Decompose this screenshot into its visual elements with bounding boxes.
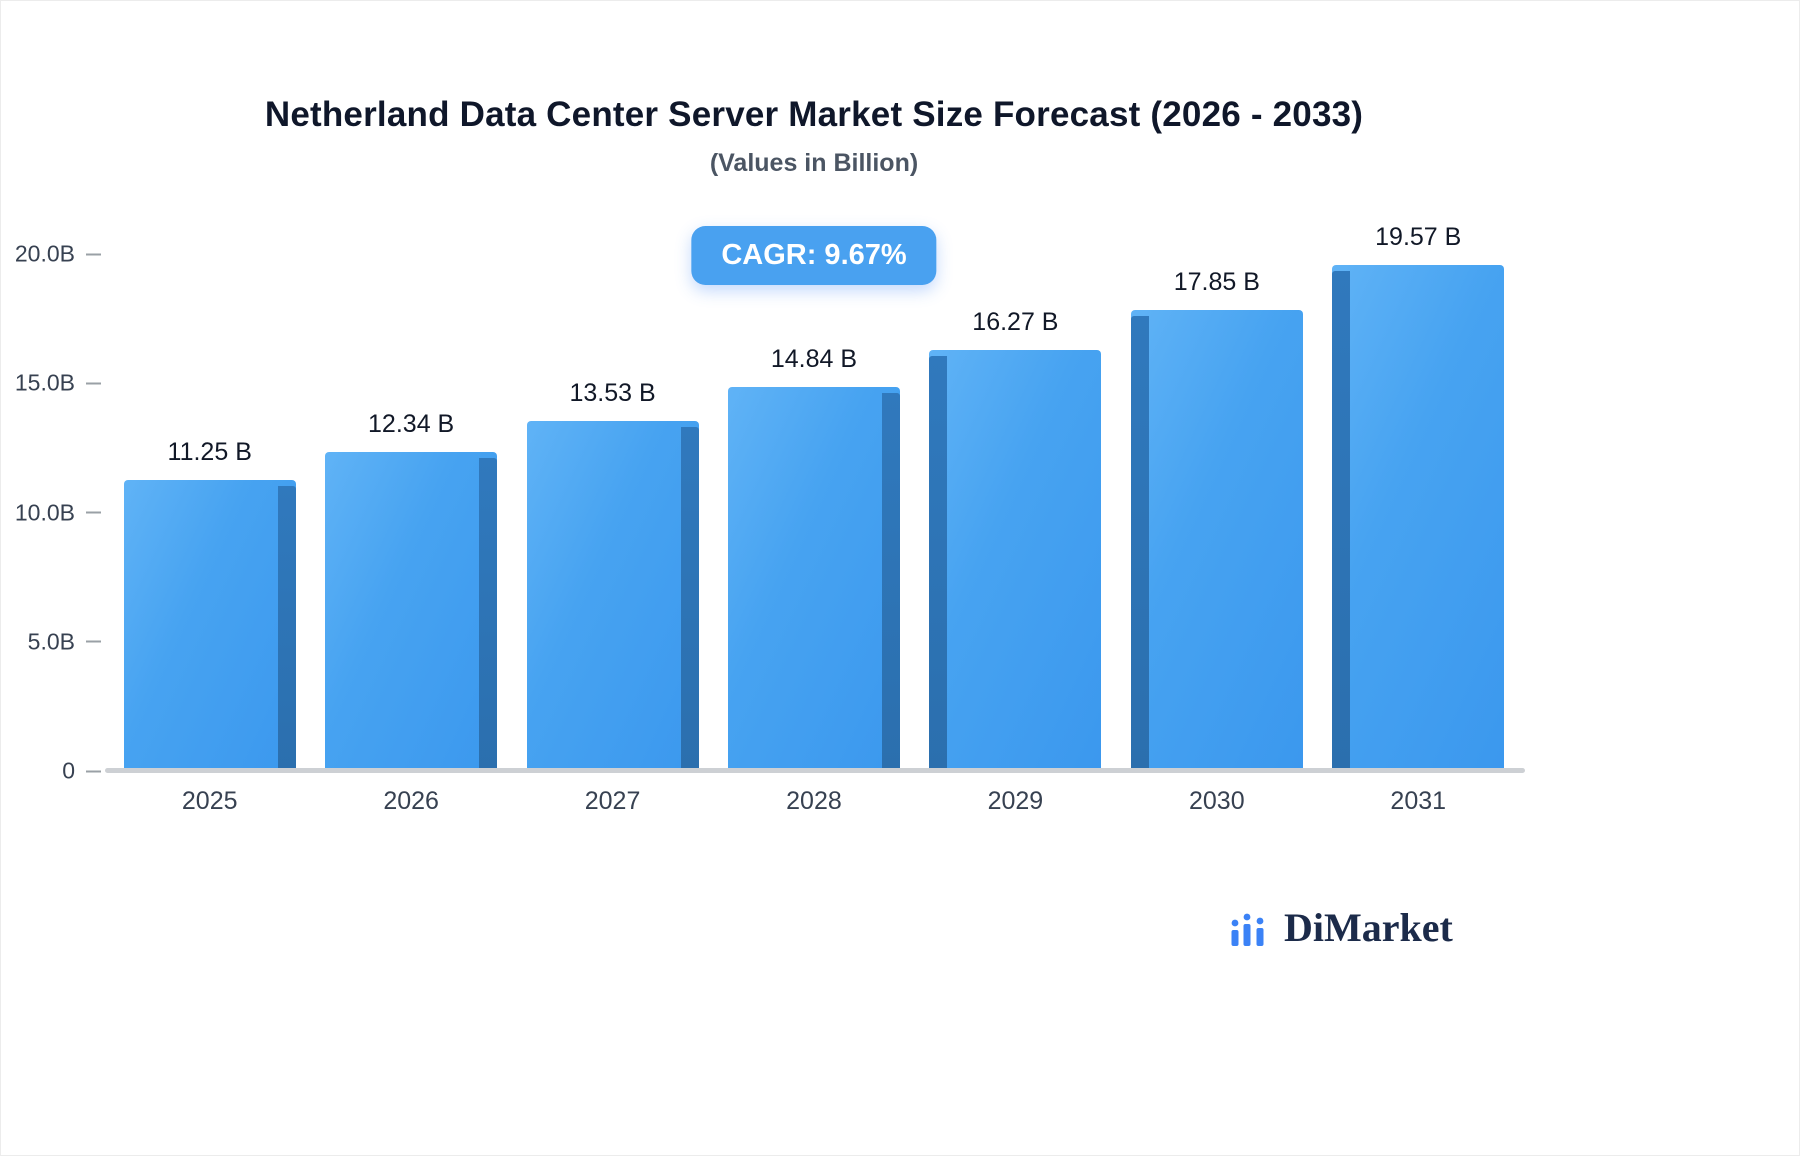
bar-side-shade <box>479 458 498 771</box>
cagr-badge: CAGR: 9.67% <box>691 226 937 285</box>
y-tick-0: 0 <box>62 758 101 785</box>
y-tick-label: 20.0B <box>14 240 75 267</box>
bar-value-label: 14.84 B <box>770 345 858 374</box>
dimarket-logo: DiMarket <box>1227 904 1453 951</box>
y-tick-mark <box>86 640 101 643</box>
x-tick-label-2031: 2031 <box>1390 787 1447 815</box>
chart-subtitle: (Values in Billion) <box>709 149 919 177</box>
bar-value-label: 11.25 B <box>167 438 252 467</box>
bar-value-label: 19.57 B <box>1375 223 1462 252</box>
y-tick-mark <box>86 382 101 385</box>
bar-value-label: 17.85 B <box>1173 267 1260 296</box>
bar-2029: 16.27 B <box>929 308 1102 771</box>
bar-chart-icon <box>1227 906 1271 950</box>
bar-value-label: 12.34 B <box>368 410 455 439</box>
bar-side-shade <box>929 356 948 771</box>
x-tick-label-2025: 2025 <box>181 787 238 815</box>
y-tick-15.0B: 15.0B <box>15 370 101 397</box>
bar-2028: 14.84 B <box>727 345 900 771</box>
x-tick-label-2027: 2027 <box>584 787 641 815</box>
bar-face <box>123 480 296 771</box>
bar-side-shade <box>1130 315 1149 771</box>
y-tick-5.0B: 5.0B <box>28 628 101 655</box>
bar-side-shade <box>680 427 699 771</box>
bar-2030: 17.85 B <box>1130 268 1303 771</box>
y-tick-20.0B: 20.0B <box>15 241 101 268</box>
bar-slot: 16.27 B <box>915 254 1116 771</box>
bar-face <box>929 350 1102 771</box>
y-tick-label: 0 <box>62 757 75 784</box>
bar-face <box>526 421 699 771</box>
bar-slot: 13.53 B <box>512 254 713 771</box>
bar-face <box>1130 309 1303 771</box>
bar-side-shade <box>881 393 900 771</box>
bar-2026: 12.34 B <box>325 410 498 771</box>
chart-title: Netherland Data Center Server Market Siz… <box>264 95 1364 134</box>
bar-face <box>325 452 498 771</box>
y-tick-mark <box>86 770 101 772</box>
bar-2027: 13.53 B <box>526 379 699 771</box>
plot-area: CAGR: 9.67% 11.25 B 12.34 B 13.53 B 14.84 B… <box>109 223 1519 771</box>
x-axis-line <box>105 768 1525 773</box>
bar-value-label: 13.53 B <box>569 379 656 408</box>
y-tick-label: 5.0B <box>27 628 75 655</box>
bar-slot: 17.85 B <box>1116 254 1317 771</box>
x-tick-label-2028: 2028 <box>786 787 842 815</box>
logo-text: DiMarket <box>1284 905 1453 950</box>
bar-slot: 14.84 B <box>713 254 914 771</box>
bar-2031: 19.57 B <box>1332 223 1505 771</box>
y-tick-label: 15.0B <box>14 369 75 396</box>
y-tick-mark <box>86 253 101 255</box>
x-tick-label-2030: 2030 <box>1189 787 1245 815</box>
bar-slot: 12.34 B <box>310 254 511 771</box>
bar-slot: 19.57 B <box>1318 223 1519 771</box>
x-tick-label-2029: 2029 <box>987 787 1044 815</box>
y-tick-label: 10.0B <box>14 499 75 525</box>
x-axis-labels: 2025 2026 2027 2028 2029 2030 2031 <box>109 787 1519 816</box>
bar-face <box>727 387 900 771</box>
x-tick-label-2026: 2026 <box>383 787 439 815</box>
bar-side-shade <box>1332 271 1351 771</box>
y-tick-mark <box>86 511 101 514</box>
bar-value-label: 16.27 B <box>972 308 1059 337</box>
y-axis: 0 5.0B 10.0B 15.0B 20.0B <box>1 241 101 784</box>
bar-slot: 11.25 B <box>109 254 310 771</box>
bar-face <box>1332 265 1505 771</box>
y-tick-10.0B: 10.0B <box>15 499 101 526</box>
bar-2025: 11.25 B <box>123 438 296 771</box>
bar-side-shade <box>277 486 296 771</box>
